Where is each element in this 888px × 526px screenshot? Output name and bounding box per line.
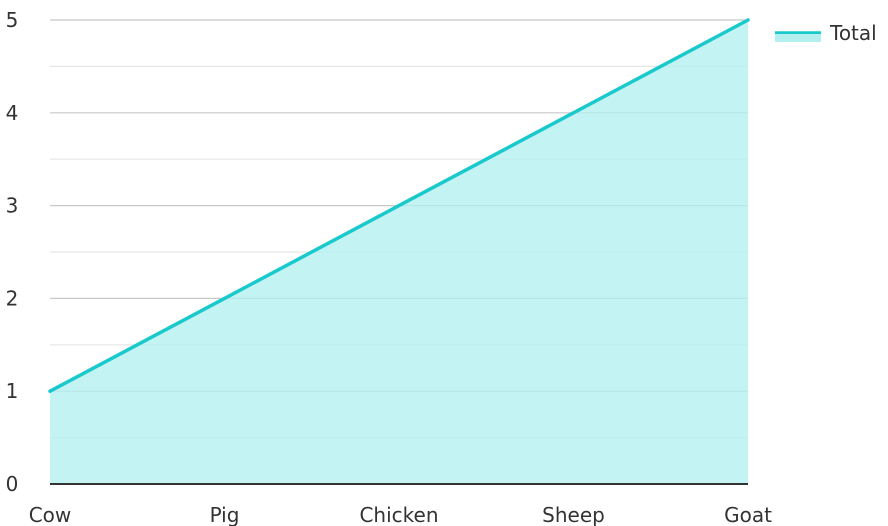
series-area-layer (48, 18, 750, 484)
y-tick-label: 2 (6, 286, 19, 310)
x-tick-label: Cow (29, 503, 72, 526)
y-tick-label: 5 (6, 8, 19, 32)
x-axis-ticks: Cow Pig Chicken Sheep Goat (29, 503, 772, 526)
series-line (48, 18, 750, 393)
legend: Total (775, 21, 877, 45)
legend-swatch-fill (775, 34, 821, 42)
y-tick-label: 0 (6, 472, 19, 496)
y-tick-label: 1 (6, 379, 19, 403)
y-tick-label: 4 (6, 101, 19, 125)
legend-label-total: Total (829, 21, 877, 45)
x-tick-label: Goat (724, 503, 772, 526)
series-area-fill (50, 20, 748, 484)
x-tick-label: Pig (210, 503, 240, 526)
y-axis-ticks: 0 1 2 3 4 5 (6, 8, 19, 496)
y-tick-label: 3 (6, 194, 19, 218)
x-tick-label: Chicken (359, 503, 438, 526)
x-tick-label: Sheep (542, 503, 605, 526)
